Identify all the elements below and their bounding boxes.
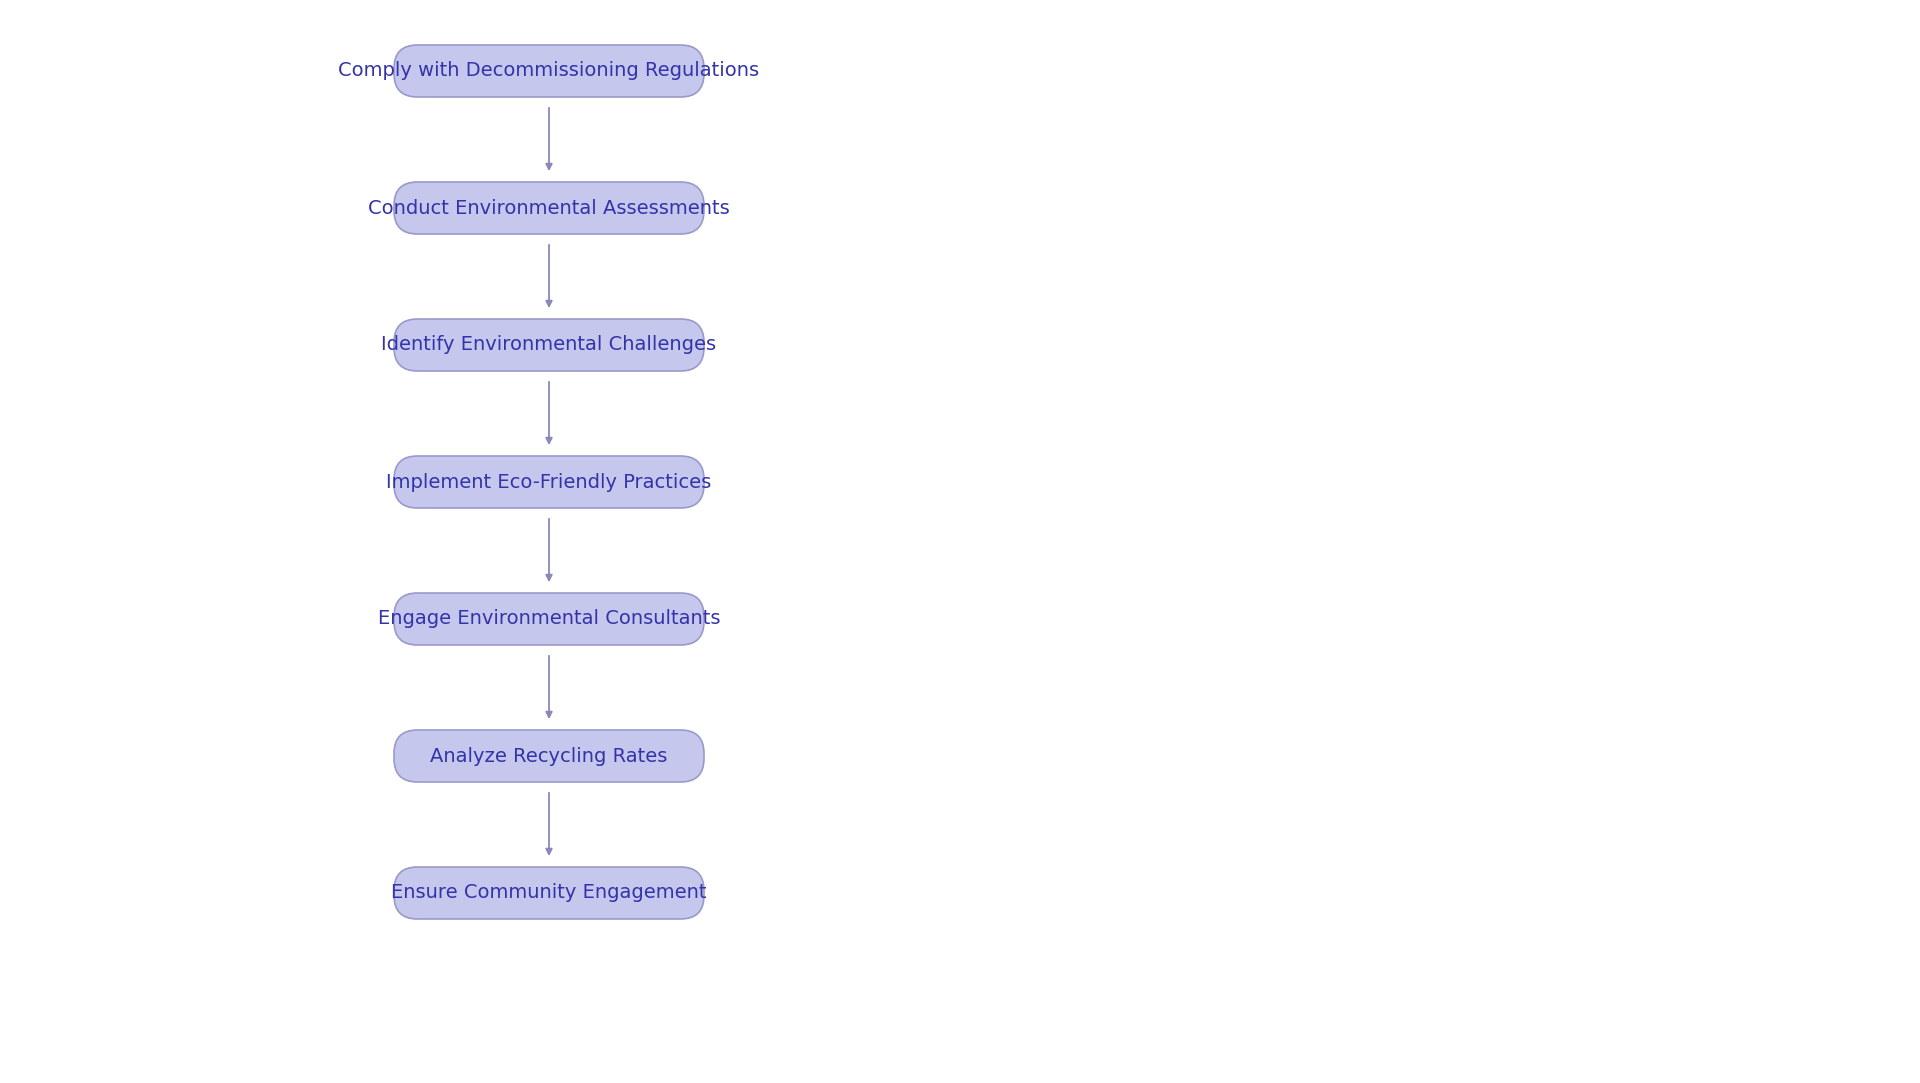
FancyBboxPatch shape bbox=[394, 456, 705, 508]
FancyBboxPatch shape bbox=[394, 45, 705, 97]
Text: Engage Environmental Consultants: Engage Environmental Consultants bbox=[378, 610, 720, 628]
Text: Implement Eco-Friendly Practices: Implement Eco-Friendly Practices bbox=[386, 472, 712, 492]
Text: Conduct Environmental Assessments: Conduct Environmental Assessments bbox=[369, 198, 730, 218]
FancyBboxPatch shape bbox=[394, 730, 705, 782]
FancyBboxPatch shape bbox=[394, 867, 705, 919]
Text: Ensure Community Engagement: Ensure Community Engagement bbox=[392, 884, 707, 902]
FancyBboxPatch shape bbox=[394, 182, 705, 234]
Text: Identify Environmental Challenges: Identify Environmental Challenges bbox=[382, 336, 716, 354]
FancyBboxPatch shape bbox=[394, 593, 705, 645]
Text: Comply with Decommissioning Regulations: Comply with Decommissioning Regulations bbox=[338, 62, 760, 80]
Text: Analyze Recycling Rates: Analyze Recycling Rates bbox=[430, 746, 668, 766]
FancyBboxPatch shape bbox=[394, 319, 705, 371]
